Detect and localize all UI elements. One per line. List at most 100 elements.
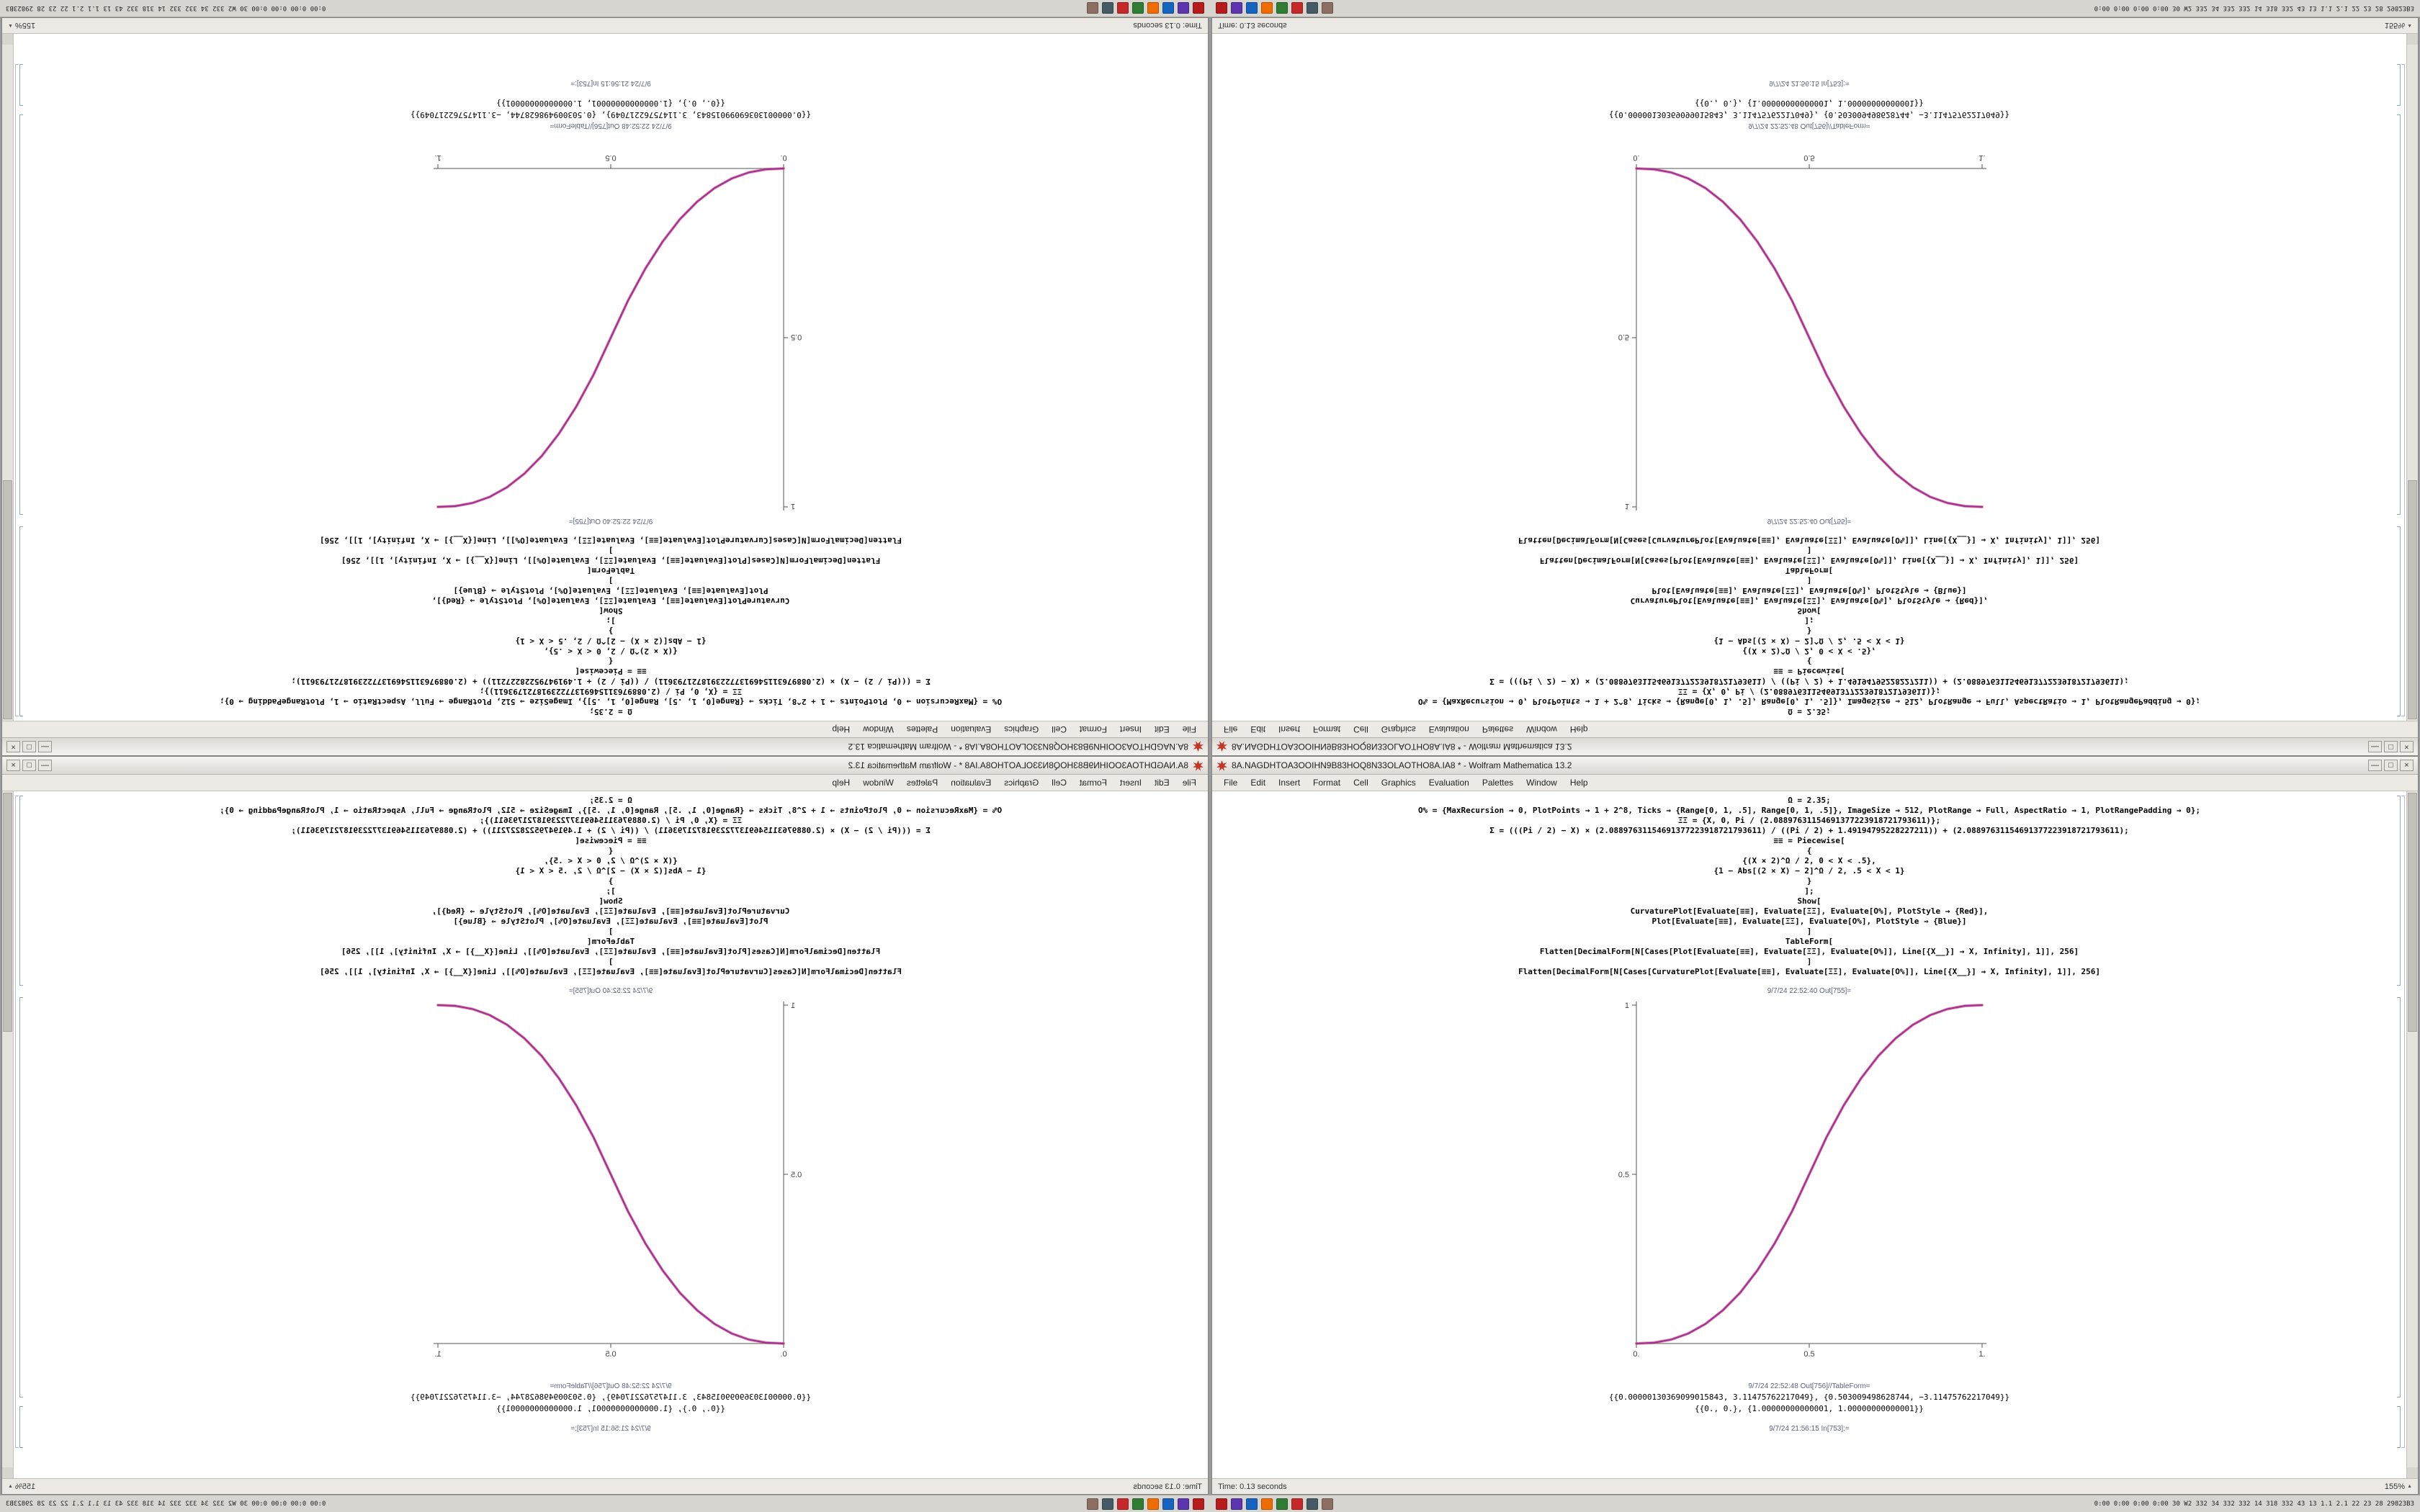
menu-item[interactable]: Graphics xyxy=(1004,724,1039,734)
cell-bracket[interactable] xyxy=(2397,526,2401,716)
taskbar-app-icon[interactable] xyxy=(1276,1498,1288,1510)
scrollbar-thumb[interactable] xyxy=(2408,480,2417,719)
cell-bracket[interactable] xyxy=(2397,114,2401,515)
taskbar-app-icon[interactable] xyxy=(1231,2,1242,14)
taskbar-app-icon[interactable] xyxy=(1132,2,1144,14)
vertical-scrollbar[interactable] xyxy=(2406,791,2418,1478)
taskbar-app-icon[interactable] xyxy=(1147,1498,1159,1510)
taskbar-app-icon[interactable] xyxy=(1132,1498,1144,1510)
magnification-dropdown-arrow[interactable]: ▲ xyxy=(2407,23,2412,28)
taskbar-app-icon[interactable] xyxy=(1291,2,1303,14)
menu-item[interactable]: Edit xyxy=(1250,724,1266,734)
minimize-button[interactable]: — xyxy=(2368,760,2382,771)
taskbar-app-icon[interactable] xyxy=(1231,1498,1242,1510)
menu-item[interactable]: Help xyxy=(1569,778,1588,788)
input-cell[interactable]: Ω = 2.35; O% = {MaxRecursion → 0, PlotPoi… xyxy=(31,796,1191,977)
scrollbar-thumb[interactable] xyxy=(3,480,12,719)
taskbar-app-icon[interactable] xyxy=(1322,2,1333,14)
menu-item[interactable]: Evaluation xyxy=(951,778,992,788)
menu-item[interactable]: Insert xyxy=(1119,778,1142,788)
magnification-dropdown-arrow[interactable]: ▲ xyxy=(2407,1484,2412,1489)
menu-item[interactable]: Insert xyxy=(1119,724,1142,734)
cell-bracket[interactable] xyxy=(2397,1406,2401,1448)
taskbar-app-icon[interactable] xyxy=(1193,1498,1204,1510)
vertical-scrollbar[interactable] xyxy=(2,34,14,721)
menu-item[interactable]: Palettes xyxy=(1482,724,1514,734)
maximize-button[interactable]: □ xyxy=(2384,741,2398,752)
close-button[interactable]: × xyxy=(2400,760,2414,771)
menu-item[interactable]: Format xyxy=(1079,778,1107,788)
menu-item[interactable]: Cell xyxy=(1052,724,1067,734)
cell-bracket[interactable] xyxy=(19,64,23,106)
menu-item[interactable]: Help xyxy=(832,724,851,734)
menu-item[interactable]: Help xyxy=(1569,724,1588,734)
magnification-control[interactable]: 155% ▲ xyxy=(8,1482,35,1491)
cell-bracket[interactable] xyxy=(2397,997,2401,1398)
menu-item[interactable]: Graphics xyxy=(1381,724,1416,734)
taskbar-app-icon[interactable] xyxy=(1102,2,1113,14)
close-button[interactable]: × xyxy=(2400,741,2414,752)
window-titlebar[interactable]: 8A.NAGDHTOA3OOIHN9B83HOQ8N33OLAOTHO8A.IA… xyxy=(2,757,1208,775)
input-cell[interactable]: Ω = 2.35; O% = {MaxRecursion → 0, PlotPoi… xyxy=(31,535,1191,716)
cell-group-bracket[interactable] xyxy=(2401,796,2405,1448)
taskbar-app-icon[interactable] xyxy=(1216,2,1227,14)
cell-bracket[interactable] xyxy=(19,997,23,1398)
maximize-button[interactable]: □ xyxy=(22,741,36,752)
menu-item[interactable]: Palettes xyxy=(1482,778,1514,788)
menu-item[interactable]: Evaluation xyxy=(951,724,992,734)
menu-item[interactable]: Evaluation xyxy=(1428,724,1469,734)
taskbar-app-icon[interactable] xyxy=(1117,2,1129,14)
menu-item[interactable]: Cell xyxy=(1052,778,1067,788)
minimize-button[interactable]: — xyxy=(2368,741,2382,752)
taskbar-app-icon[interactable] xyxy=(1147,2,1159,14)
magnification-dropdown-arrow[interactable]: ▲ xyxy=(8,1484,13,1489)
taskbar-app-icon[interactable] xyxy=(1178,1498,1189,1510)
window-titlebar[interactable]: 8A.NAGDHTOA3OOIHN9B83HOQ8N33OLAOTHO8A.IA… xyxy=(1212,737,2418,755)
taskbar-app-icon[interactable] xyxy=(1291,1498,1303,1510)
maximize-button[interactable]: □ xyxy=(2384,760,2398,771)
taskbar-app-icon[interactable] xyxy=(1246,1498,1258,1510)
menu-item[interactable]: File xyxy=(1182,778,1196,788)
menu-item[interactable]: Format xyxy=(1313,724,1341,734)
taskbar-app-icon[interactable] xyxy=(1261,2,1273,14)
menu-item[interactable]: Cell xyxy=(1353,778,1368,788)
cell-group-bracket[interactable] xyxy=(15,64,19,716)
menu-item[interactable]: Format xyxy=(1313,778,1341,788)
menu-item[interactable]: Evaluation xyxy=(1428,778,1469,788)
menu-item[interactable]: Edit xyxy=(1154,724,1170,734)
taskbar-app-icon[interactable] xyxy=(1087,1498,1098,1510)
taskbar-app-icon[interactable] xyxy=(1162,2,1174,14)
window-titlebar[interactable]: 8A.NAGDHTOA3OOIHN9B83HOQ8N33OLAOTHO8A.IA… xyxy=(1212,757,2418,775)
taskbar-app-icon[interactable] xyxy=(1307,1498,1318,1510)
taskbar-app-icon[interactable] xyxy=(1216,1498,1227,1510)
cell-group-bracket[interactable] xyxy=(2401,64,2405,716)
menu-item[interactable]: Edit xyxy=(1154,778,1170,788)
magnification-dropdown-arrow[interactable]: ▲ xyxy=(8,23,13,28)
taskbar-app-icon[interactable] xyxy=(1276,2,1288,14)
menu-item[interactable]: File xyxy=(1224,778,1238,788)
cell-bracket[interactable] xyxy=(19,796,23,986)
cell-bracket[interactable] xyxy=(2397,796,2401,986)
menu-item[interactable]: File xyxy=(1182,724,1196,734)
taskbar-app-icon[interactable] xyxy=(1322,1498,1333,1510)
magnification-control[interactable]: 155% ▲ xyxy=(8,22,35,30)
input-cell[interactable]: Ω = 2.35; O% = {MaxRecursion → 0, PlotPoi… xyxy=(1229,535,2389,716)
menu-item[interactable]: Insert xyxy=(1278,724,1301,734)
vertical-scrollbar[interactable] xyxy=(2,791,14,1478)
cell-bracket[interactable] xyxy=(19,114,23,515)
taskbar-app-icon[interactable] xyxy=(1178,2,1189,14)
menu-item[interactable]: Palettes xyxy=(906,778,938,788)
taskbar-app-icon[interactable] xyxy=(1162,1498,1174,1510)
menu-item[interactable]: Window xyxy=(1526,724,1557,734)
minimize-button[interactable]: — xyxy=(38,741,52,752)
cell-bracket[interactable] xyxy=(19,526,23,716)
taskbar-app-icon[interactable] xyxy=(1087,2,1098,14)
menu-item[interactable]: Format xyxy=(1079,724,1107,734)
menu-item[interactable]: Edit xyxy=(1250,778,1266,788)
window-titlebar[interactable]: 8A.NAGDHTOA3OOIHN9B83HOQ8N33OLAOTHO8A.IA… xyxy=(2,737,1208,755)
taskbar-app-icon[interactable] xyxy=(1102,1498,1113,1510)
menu-item[interactable]: Window xyxy=(1526,778,1557,788)
scrollbar-thumb[interactable] xyxy=(2408,793,2417,1032)
taskbar-app-icon[interactable] xyxy=(1117,1498,1129,1510)
cell-bracket[interactable] xyxy=(19,1406,23,1448)
